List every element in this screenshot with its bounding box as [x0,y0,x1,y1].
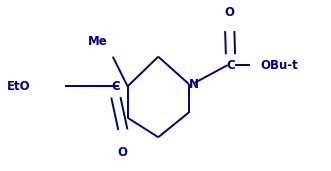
Text: Me: Me [88,35,108,48]
Text: O: O [118,146,128,159]
Text: N: N [189,78,199,91]
Text: O: O [225,6,235,19]
Text: C: C [112,80,120,93]
Text: C: C [226,59,235,72]
Text: OBu-t: OBu-t [260,59,298,72]
Text: EtO: EtO [7,80,31,93]
